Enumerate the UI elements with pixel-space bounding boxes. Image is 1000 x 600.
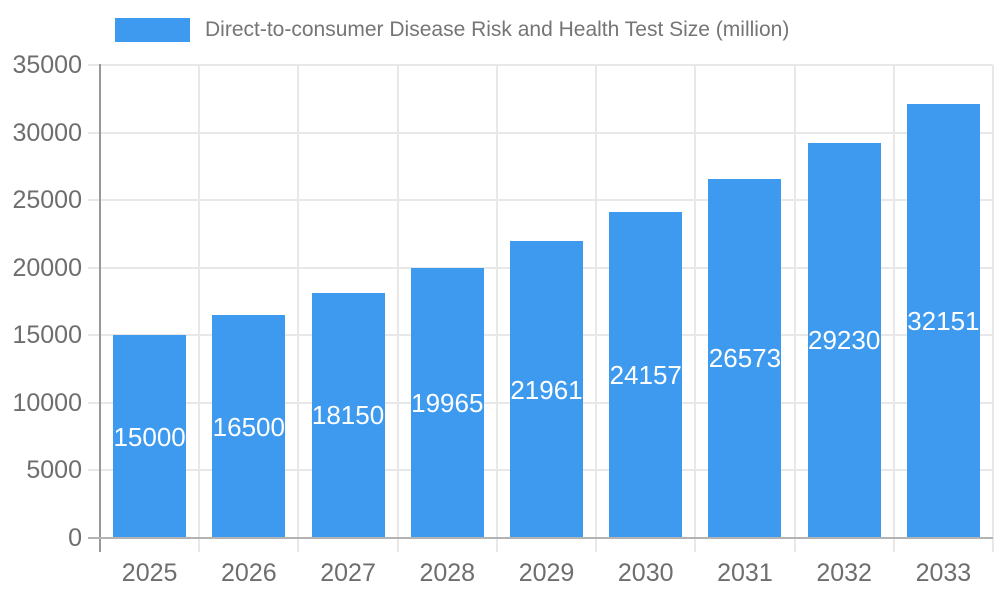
bar-value-label: 32151 bbox=[907, 305, 980, 336]
y-axis-tick-label: 20000 bbox=[12, 253, 82, 282]
x-gridline-tick bbox=[396, 65, 399, 552]
bar-value-label: 18150 bbox=[311, 400, 385, 431]
x-axis-tick-label: 2032 bbox=[816, 559, 872, 587]
legend-label: Direct-to-consumer Disease Risk and Heal… bbox=[205, 18, 790, 41]
x-axis-tick-label: 2033 bbox=[915, 559, 972, 587]
bar-2028[interactable] bbox=[410, 268, 484, 538]
bar-2031[interactable] bbox=[708, 178, 782, 538]
y-gridline-35000 bbox=[88, 64, 993, 66]
x-axis-tick-label: 2029 bbox=[518, 559, 575, 587]
bar-value-label: 19965 bbox=[411, 388, 484, 419]
x-gridline-tick bbox=[694, 65, 697, 552]
bar-2025[interactable] bbox=[113, 335, 187, 538]
y-gridline-30000 bbox=[88, 131, 993, 134]
x-gridline-tick bbox=[198, 65, 201, 552]
x-axis-tick-label: 2028 bbox=[419, 559, 476, 587]
x-gridline-tick bbox=[992, 65, 994, 552]
legend[interactable]: Direct-to-consumer Disease Risk and Heal… bbox=[115, 18, 789, 42]
x-gridline-tick bbox=[793, 65, 796, 552]
x-axis-tick-label: 2027 bbox=[320, 559, 376, 587]
y-axis-tick-label: 5000 bbox=[26, 456, 82, 485]
y-axis-tick-label: 25000 bbox=[12, 186, 82, 215]
bar-value-label: 16500 bbox=[212, 411, 285, 442]
bar-2033[interactable] bbox=[906, 103, 980, 538]
y-axis-tick-label: 35000 bbox=[12, 51, 82, 79]
bar-value-label: 24157 bbox=[609, 359, 682, 390]
bar-2027[interactable] bbox=[311, 292, 385, 538]
x-gridline-tick bbox=[595, 65, 598, 552]
x-axis-tick-label: 2030 bbox=[617, 559, 674, 587]
bar-2029[interactable] bbox=[510, 241, 583, 538]
bar-2026[interactable] bbox=[212, 315, 286, 538]
y-axis-tick-label: 30000 bbox=[12, 118, 82, 147]
y-gridline-25000 bbox=[88, 199, 993, 202]
x-axis-tick-label: 2031 bbox=[717, 559, 773, 587]
bar-value-label: 29230 bbox=[808, 325, 881, 356]
legend-swatch bbox=[115, 18, 190, 42]
y-axis-tick-label: 0 bbox=[68, 524, 82, 552]
bar-2032[interactable] bbox=[807, 142, 881, 538]
bar-value-label: 21961 bbox=[510, 374, 583, 405]
x-gridline-tick bbox=[495, 65, 498, 552]
y-axis-tick-label: 15000 bbox=[12, 321, 82, 350]
x-gridline-tick bbox=[892, 65, 895, 552]
x-axis-tick-label: 2025 bbox=[121, 559, 178, 587]
y-axis-tick-label: 10000 bbox=[12, 388, 82, 417]
y-axis-line bbox=[99, 64, 101, 552]
bar-value-label: 15000 bbox=[113, 421, 186, 452]
bar-value-label: 26573 bbox=[708, 343, 782, 374]
x-axis-tick-label: 2026 bbox=[221, 559, 277, 587]
x-axis-line bbox=[88, 537, 993, 539]
bar-2030[interactable] bbox=[609, 211, 683, 538]
x-gridline-tick bbox=[297, 65, 300, 552]
